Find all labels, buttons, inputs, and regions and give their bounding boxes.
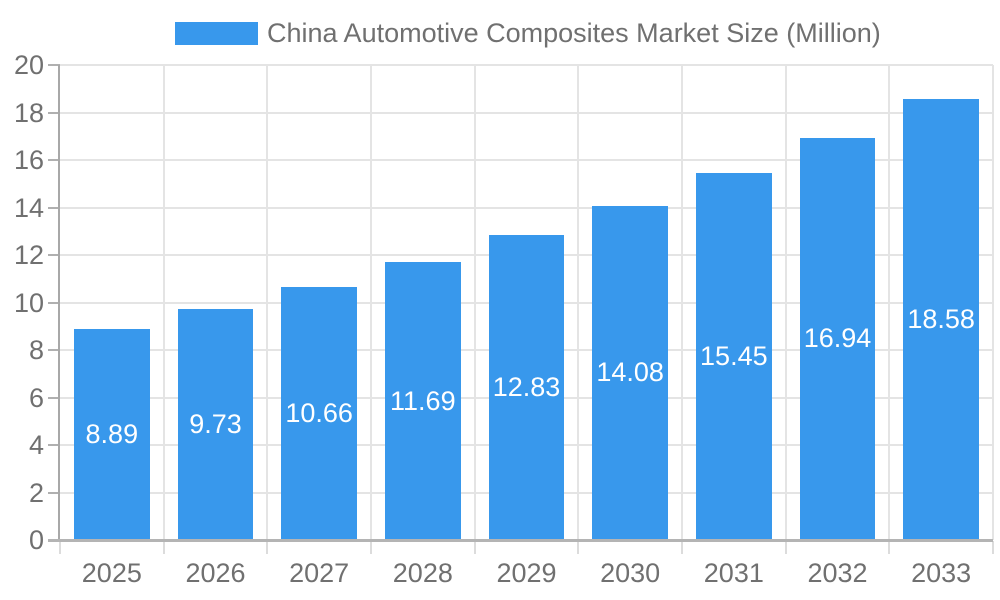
- y-axis-tick-label: 20: [13, 50, 44, 80]
- bar-value-label: 16.94: [803, 323, 872, 354]
- y-gridline: [60, 159, 993, 161]
- y-axis-tick-label: 10: [13, 287, 44, 318]
- bar[interactable]: 16.94: [799, 137, 876, 540]
- y-axis-tick: [48, 349, 60, 351]
- bar-value-label: 9.73: [189, 408, 242, 439]
- bar-value-label: 10.66: [285, 397, 353, 428]
- x-axis-tick: [577, 541, 580, 554]
- y-axis-tick: [48, 254, 60, 256]
- x-axis-tick: [784, 541, 787, 554]
- bar[interactable]: 11.69: [384, 262, 461, 540]
- x-axis-tick-label: 2033: [911, 558, 972, 588]
- y-axis-tick: [48, 444, 60, 446]
- y-axis-tick: [48, 396, 60, 399]
- bar[interactable]: 10.66: [281, 286, 357, 540]
- bar-value-label: 12.83: [492, 372, 561, 403]
- x-axis-tick: [992, 541, 994, 554]
- y-axis-tick-label: 14: [13, 192, 44, 223]
- bar-value-label: 18.58: [907, 303, 975, 334]
- y-axis-tick-label: 12: [13, 240, 44, 270]
- x-axis-tick: [59, 541, 61, 554]
- x-axis-tick: [266, 541, 269, 554]
- x-gridline: [473, 65, 476, 540]
- x-axis-tick: [473, 541, 476, 554]
- x-gridline: [784, 65, 787, 540]
- x-axis-tick-label: 2026: [185, 558, 246, 588]
- y-axis-tick-label: 16: [13, 145, 44, 175]
- x-gridline: [577, 65, 580, 540]
- bar-value-label: 15.45: [700, 341, 768, 372]
- y-axis-tick: [48, 111, 60, 114]
- y-axis-tick-label: 18: [13, 97, 44, 128]
- x-axis-tick: [681, 541, 683, 554]
- y-axis-tick: [48, 159, 60, 161]
- y-axis-tick-label: 2: [28, 477, 44, 508]
- legend-label: China Automotive Composites Market Size …: [267, 17, 881, 48]
- x-axis-tick: [888, 541, 891, 554]
- bar[interactable]: 8.89: [73, 328, 150, 540]
- bar[interactable]: 18.58: [903, 98, 979, 540]
- x-gridline: [992, 65, 994, 540]
- y-gridline: [60, 111, 993, 114]
- x-gridline: [888, 65, 891, 540]
- bar[interactable]: 14.08: [592, 205, 668, 540]
- y-axis-tick-label: 6: [28, 382, 44, 413]
- x-axis-tick-label: 2025: [81, 558, 142, 588]
- y-axis-tick: [48, 206, 60, 209]
- x-axis-tick: [370, 541, 372, 554]
- bar-value-label: 14.08: [596, 357, 664, 388]
- legend-swatch: [175, 21, 258, 45]
- bar[interactable]: 9.73: [177, 308, 254, 540]
- x-gridline: [266, 65, 269, 540]
- x-axis-tick-label: 2030: [600, 558, 661, 588]
- x-axis-tick-label: 2028: [392, 558, 453, 588]
- x-axis-tick-label: 2027: [289, 558, 350, 588]
- x-gridline: [162, 65, 165, 540]
- x-axis-tick-label: 2029: [496, 558, 557, 588]
- bar-value-label: 8.89: [85, 418, 139, 449]
- x-axis-tick-label: 2032: [807, 558, 868, 588]
- bar[interactable]: 15.45: [695, 173, 772, 540]
- bar-value-label: 11.69: [390, 385, 456, 416]
- y-axis-tick-label: 0: [28, 525, 44, 555]
- legend-item[interactable]: China Automotive Composites Market Size …: [175, 14, 881, 52]
- y-axis-tick: [48, 491, 60, 494]
- x-axis-line: [48, 539, 993, 542]
- x-axis-tick: [162, 541, 165, 554]
- x-axis-tick-label: 2031: [703, 558, 764, 588]
- y-axis-tick-label: 8: [28, 335, 44, 365]
- y-axis-tick-label: 4: [28, 430, 44, 460]
- x-gridline: [370, 65, 372, 540]
- y-axis-tick: [48, 64, 60, 66]
- y-axis-tick: [48, 301, 60, 304]
- x-gridline: [681, 65, 683, 540]
- y-gridline: [60, 64, 993, 66]
- y-gridline: [60, 206, 993, 209]
- y-axis-line: [58, 65, 60, 541]
- bar[interactable]: 12.83: [488, 235, 565, 540]
